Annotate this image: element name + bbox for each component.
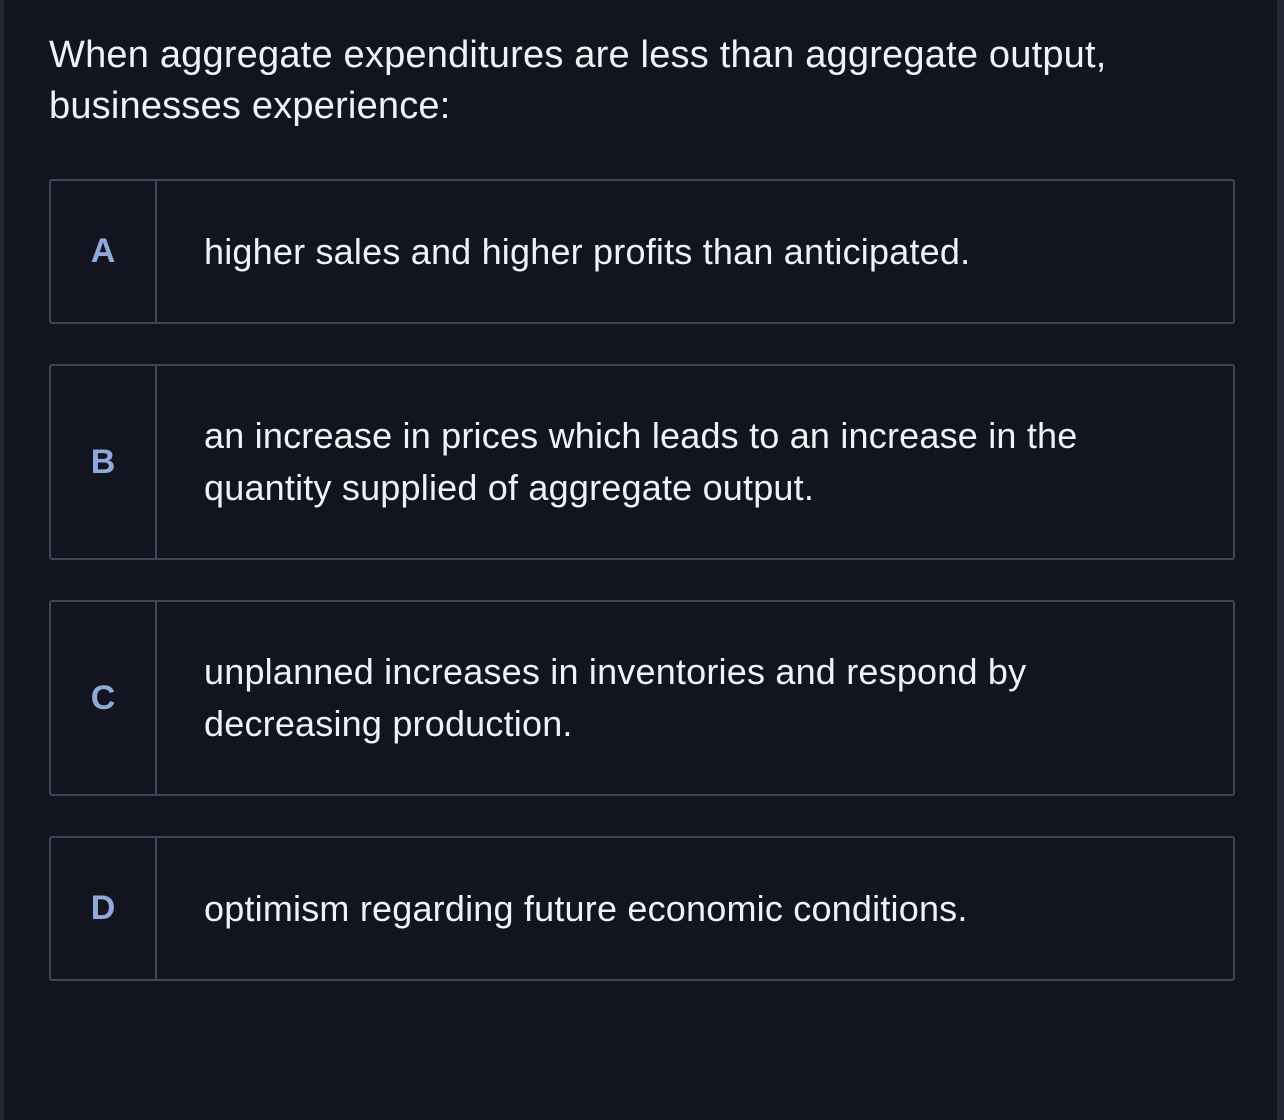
option-c-letter-cell: C — [51, 602, 157, 794]
option-text: higher sales and higher profits than ant… — [204, 230, 971, 272]
option-text: unplanned increases in inventories and r… — [204, 651, 1027, 744]
option-text: optimism regarding future economic condi… — [204, 887, 968, 929]
option-letter: D — [90, 889, 116, 927]
left-edge-divider — [0, 0, 4, 1120]
option-text: an increase in prices which leads to an … — [204, 415, 1078, 508]
option-b-letter-cell: B — [51, 366, 157, 558]
question-panel: When aggregate expenditures are less tha… — [49, 34, 1235, 981]
option-letter: C — [90, 678, 116, 717]
right-edge-divider — [1277, 0, 1284, 1120]
option-a[interactable]: A higher sales and higher profits than a… — [49, 179, 1235, 324]
answer-options-list: A higher sales and higher profits than a… — [49, 179, 1235, 981]
option-b[interactable]: B an increase in prices which leads to a… — [49, 364, 1235, 560]
option-d-letter-cell: D — [51, 838, 157, 979]
option-a-text-cell: higher sales and higher profits than ant… — [157, 181, 1233, 322]
question-text: When aggregate expenditures are less tha… — [49, 34, 1107, 127]
option-letter: B — [90, 442, 116, 481]
option-b-text-cell: an increase in prices which leads to an … — [157, 366, 1233, 558]
option-c-text-cell: unplanned increases in inventories and r… — [157, 602, 1233, 794]
option-a-letter-cell: A — [51, 181, 157, 322]
option-c[interactable]: C unplanned increases in inventories and… — [49, 600, 1235, 796]
option-letter: A — [90, 232, 116, 270]
option-d[interactable]: D optimism regarding future economic con… — [49, 836, 1235, 981]
option-d-text-cell: optimism regarding future economic condi… — [157, 838, 1233, 979]
